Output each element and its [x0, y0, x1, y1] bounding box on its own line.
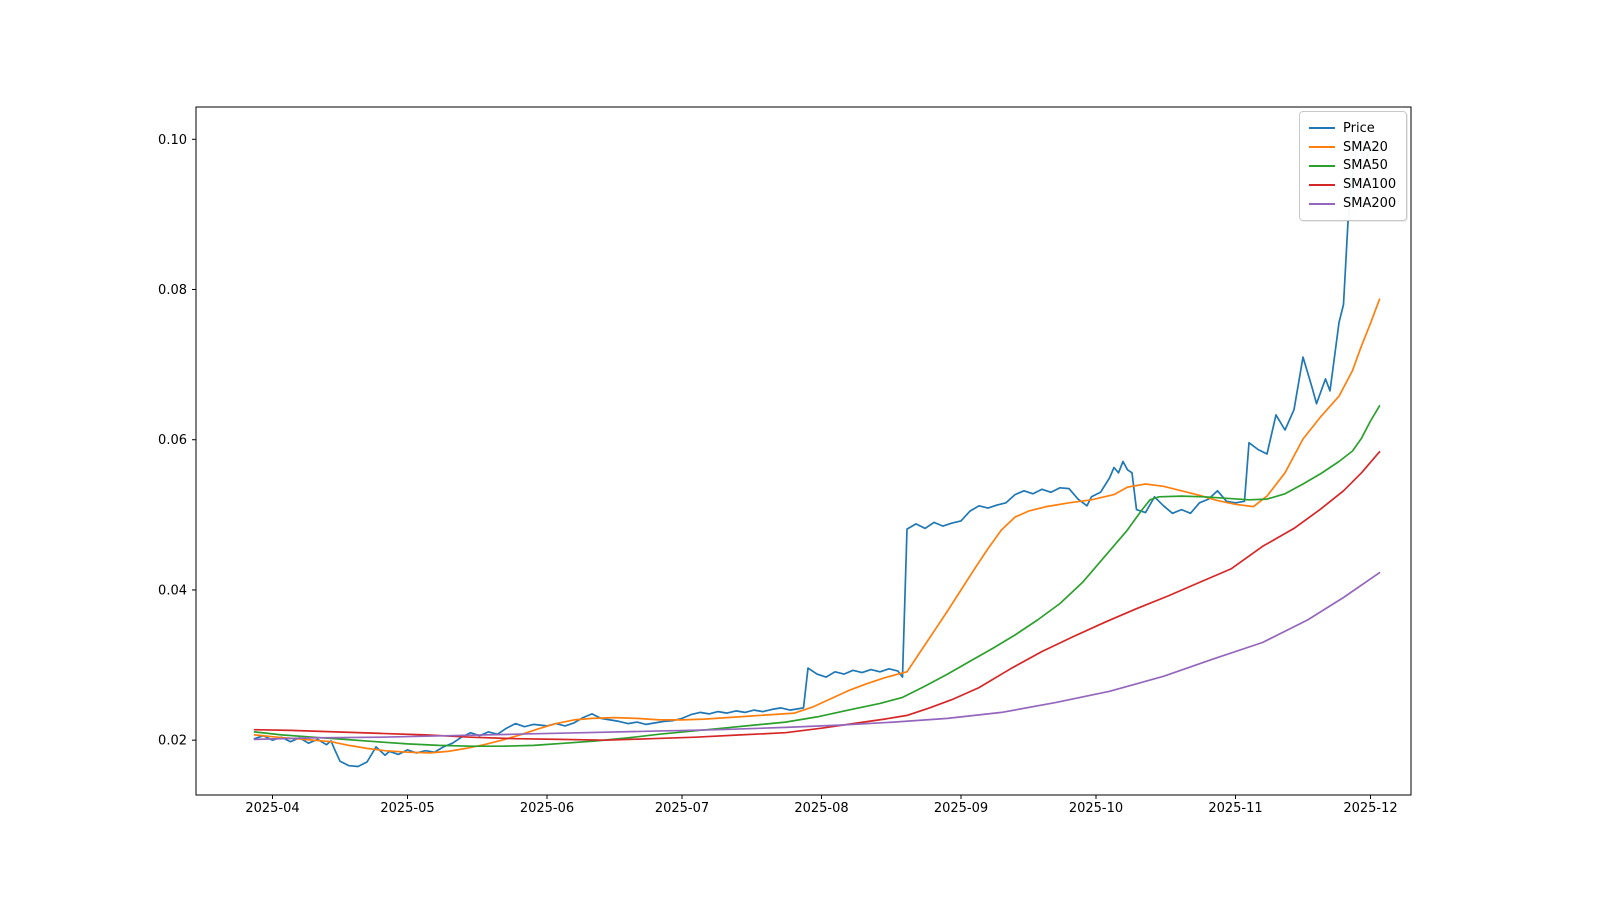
- legend-line-sample-price: [1309, 127, 1335, 130]
- x-tick-label: 2025-10: [1069, 801, 1123, 816]
- series-line-sma100: [253, 450, 1381, 742]
- x-tick-label: 2025-04: [245, 801, 299, 816]
- legend-box: Price SMA20 SMA50 SMA100 SMA200: [1299, 111, 1407, 221]
- axes-spines: [195, 106, 1412, 796]
- x-tick-label: 2025-11: [1208, 801, 1262, 816]
- legend-entry-price: Price: [1309, 119, 1398, 138]
- y-tick-label: 0.10: [158, 133, 187, 148]
- series-line-sma20: [253, 298, 1381, 754]
- y-tick-label: 0.04: [158, 583, 187, 598]
- y-tick-label: 0.08: [158, 283, 187, 298]
- y-tick-label: 0.02: [158, 734, 187, 749]
- x-tick-label: 2025-07: [655, 801, 709, 816]
- legend-line-sample-sma50: [1309, 164, 1335, 167]
- legend-label-sma100: SMA100: [1343, 177, 1397, 193]
- legend-line-sample-sma100: [1309, 183, 1335, 186]
- legend-entry-sma50: SMA50: [1309, 157, 1398, 176]
- legend-line-sample-sma200: [1309, 202, 1335, 205]
- x-tick-label: 2025-08: [794, 801, 848, 816]
- legend-label-sma20: SMA20: [1343, 139, 1388, 155]
- legend-entry-sma100: SMA100: [1309, 175, 1398, 194]
- series-line-sma200: [253, 571, 1381, 741]
- series-line-sma50: [253, 405, 1381, 748]
- legend-label-price: Price: [1343, 120, 1375, 136]
- legend-entry-sma20: SMA20: [1309, 138, 1398, 157]
- y-tick-label: 0.06: [158, 433, 187, 448]
- series-line-price: [253, 142, 1381, 768]
- x-tick-label: 2025-06: [520, 801, 574, 816]
- legend-label-sma50: SMA50: [1343, 158, 1388, 174]
- legend-entry-sma200: SMA200: [1309, 194, 1398, 213]
- x-tick-label: 2025-12: [1343, 801, 1397, 816]
- legend-line-sample-sma20: [1309, 146, 1335, 149]
- x-tick-label: 2025-05: [380, 801, 434, 816]
- legend-label-sma200: SMA200: [1343, 196, 1397, 212]
- x-tick-label: 2025-09: [934, 801, 988, 816]
